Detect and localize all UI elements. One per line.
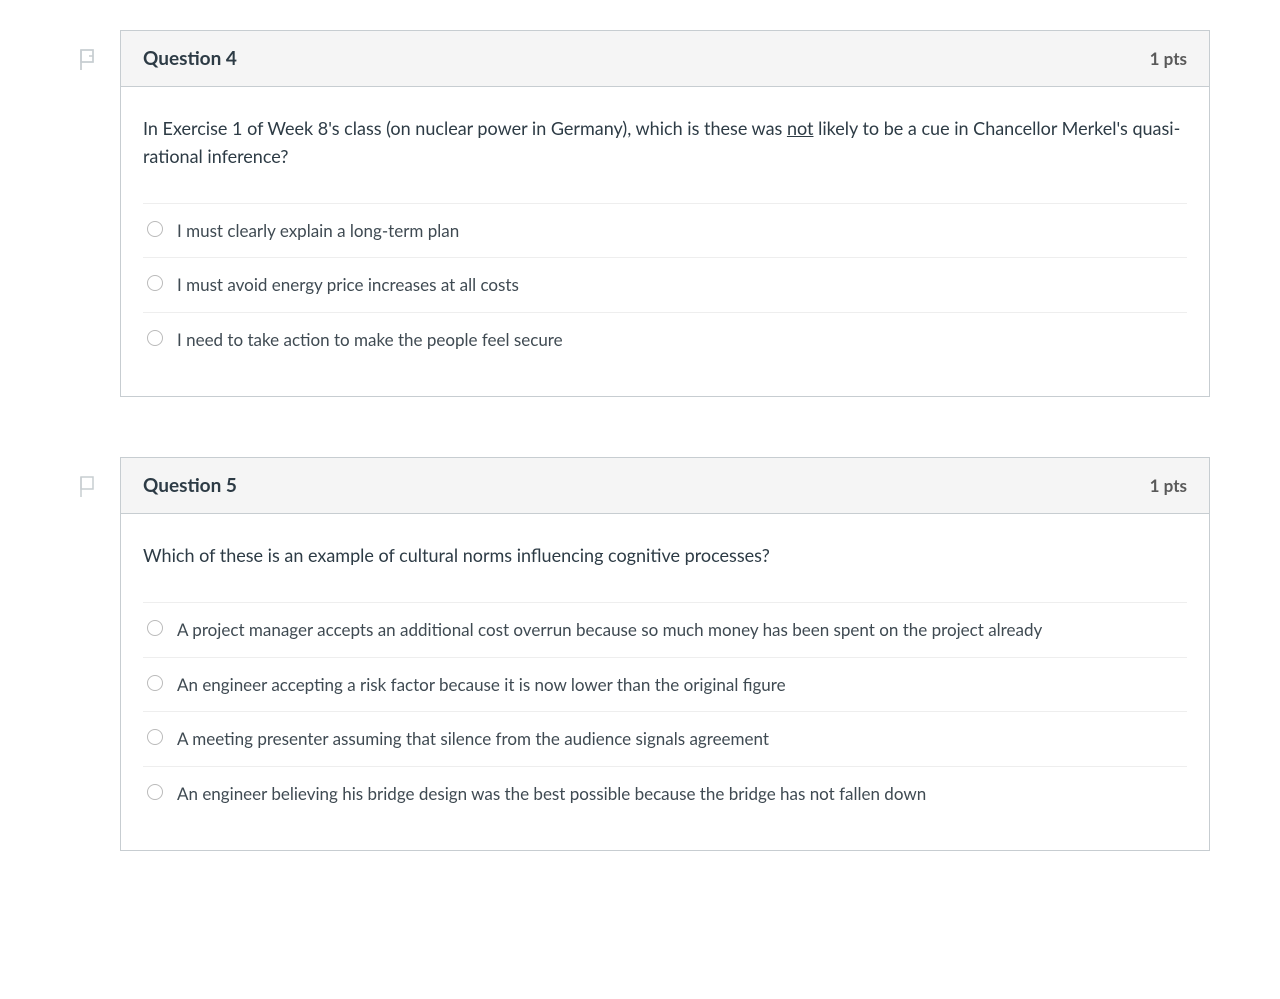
question-title: Question 4 — [143, 47, 237, 70]
radio-icon[interactable] — [147, 729, 163, 745]
answers-list: I must clearly explain a long-term plan … — [143, 203, 1187, 367]
question-body: In Exercise 1 of Week 8's class (on nucl… — [121, 87, 1209, 396]
radio-icon[interactable] — [147, 221, 163, 237]
answer-text: I must clearly explain a long-term plan — [177, 218, 459, 244]
answer-option[interactable]: A project manager accepts an additional … — [143, 602, 1187, 657]
question-card: Question 4 1 pts In Exercise 1 of Week 8… — [120, 30, 1210, 397]
answer-option[interactable]: I must avoid energy price increases at a… — [143, 257, 1187, 312]
answer-text: An engineer accepting a risk factor beca… — [177, 672, 786, 698]
question-block: Question 5 1 pts Which of these is an ex… — [120, 457, 1210, 851]
prompt-text-pre: Which of these is an example of cultural… — [143, 544, 770, 566]
flag-icon[interactable] — [78, 48, 98, 72]
quiz-container: Question 4 1 pts In Exercise 1 of Week 8… — [70, 30, 1210, 851]
answer-option[interactable]: An engineer believing his bridge design … — [143, 766, 1187, 821]
question-header: Question 5 1 pts — [121, 458, 1209, 514]
question-prompt: In Exercise 1 of Week 8's class (on nucl… — [143, 115, 1187, 171]
radio-icon[interactable] — [147, 784, 163, 800]
prompt-text-pre: In Exercise 1 of Week 8's class (on nucl… — [143, 117, 787, 139]
question-points: 1 pts — [1150, 475, 1187, 496]
question-prompt: Which of these is an example of cultural… — [143, 542, 1187, 570]
answer-text: A project manager accepts an additional … — [177, 617, 1042, 643]
flag-icon[interactable] — [78, 475, 98, 499]
question-body: Which of these is an example of cultural… — [121, 514, 1209, 850]
question-card: Question 5 1 pts Which of these is an ex… — [120, 457, 1210, 851]
question-header: Question 4 1 pts — [121, 31, 1209, 87]
answer-text: A meeting presenter assuming that silenc… — [177, 726, 769, 752]
radio-icon[interactable] — [147, 620, 163, 636]
answer-text: I need to take action to make the people… — [177, 327, 563, 353]
question-block: Question 4 1 pts In Exercise 1 of Week 8… — [120, 30, 1210, 397]
question-title: Question 5 — [143, 474, 237, 497]
prompt-text-underlined: not — [787, 117, 814, 139]
answer-text: An engineer believing his bridge design … — [177, 781, 926, 807]
radio-icon[interactable] — [147, 330, 163, 346]
question-points: 1 pts — [1150, 48, 1187, 69]
radio-icon[interactable] — [147, 675, 163, 691]
answer-option[interactable]: I need to take action to make the people… — [143, 312, 1187, 367]
radio-icon[interactable] — [147, 275, 163, 291]
answer-option[interactable]: A meeting presenter assuming that silenc… — [143, 711, 1187, 766]
answer-text: I must avoid energy price increases at a… — [177, 272, 519, 298]
answer-option[interactable]: An engineer accepting a risk factor beca… — [143, 657, 1187, 712]
answer-option[interactable]: I must clearly explain a long-term plan — [143, 203, 1187, 258]
answers-list: A project manager accepts an additional … — [143, 602, 1187, 820]
